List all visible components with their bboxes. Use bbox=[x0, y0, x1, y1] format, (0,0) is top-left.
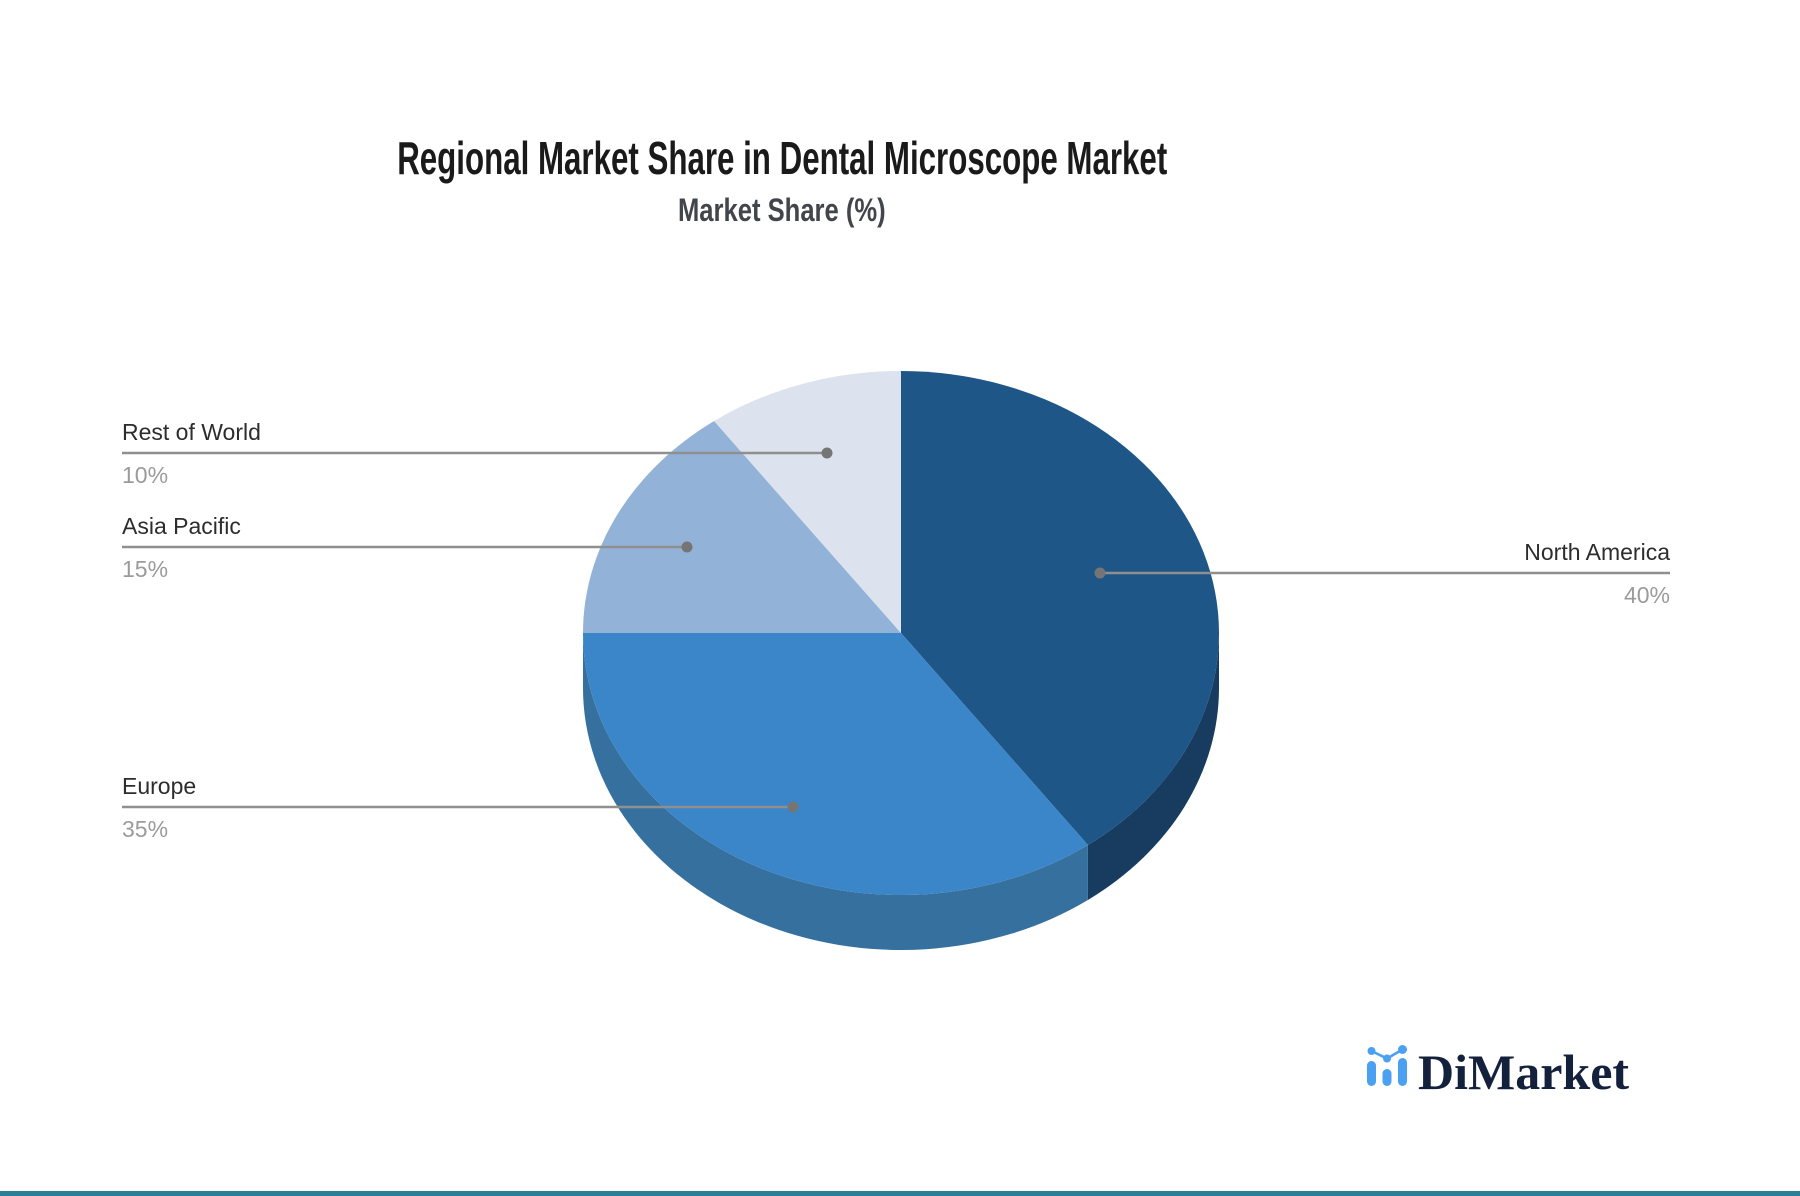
connector-dot-north-america bbox=[1094, 567, 1106, 579]
slice-value-north-america: 40% bbox=[1623, 582, 1670, 608]
slice-label-rest-of-world: Rest of World bbox=[122, 419, 261, 445]
slice-value-asia-pacific: 15% bbox=[122, 556, 169, 582]
slice-label-asia-pacific: Asia Pacific bbox=[122, 513, 241, 539]
pie-slice-1[interactable] bbox=[583, 633, 1088, 895]
callout-connectors bbox=[122, 447, 1670, 813]
pie-slice-3[interactable] bbox=[714, 371, 901, 633]
bottom-accent-bar bbox=[0, 1191, 1800, 1196]
pie-slice-side-0 bbox=[1087, 633, 1219, 900]
connector-dot-europe bbox=[787, 801, 799, 813]
slice-label-north-america: North America bbox=[1524, 539, 1670, 565]
chart-title-text: Regional Market Share in Dental Microsco… bbox=[396, 132, 1168, 184]
slice-label-europe: Europe bbox=[122, 773, 197, 799]
pie-slices bbox=[583, 371, 1219, 895]
connector-dot-asia-pacific bbox=[681, 541, 693, 553]
chart-title: Regional Market Share in Dental Microsco… bbox=[132, 132, 1432, 184]
chart-subtitle-text: Market Share (%) bbox=[678, 192, 886, 228]
chart-subtitle: Market Share (%) bbox=[132, 191, 1432, 229]
brand-logo-text: DiMarket bbox=[1418, 1044, 1630, 1100]
slice-value-rest-of-world: 10% bbox=[122, 462, 169, 488]
slice-value-europe: 35% bbox=[122, 816, 169, 842]
pie-slice-2[interactable] bbox=[583, 421, 901, 633]
pie-slice-side-1 bbox=[583, 633, 1088, 950]
bar-line-chart-icon bbox=[1367, 1045, 1407, 1086]
pie-slice-0[interactable] bbox=[901, 371, 1219, 845]
connector-dot-rest-of-world bbox=[821, 447, 833, 459]
pie-3d-sides bbox=[583, 633, 1219, 950]
brand-logo: DiMarket bbox=[1366, 1044, 1629, 1104]
